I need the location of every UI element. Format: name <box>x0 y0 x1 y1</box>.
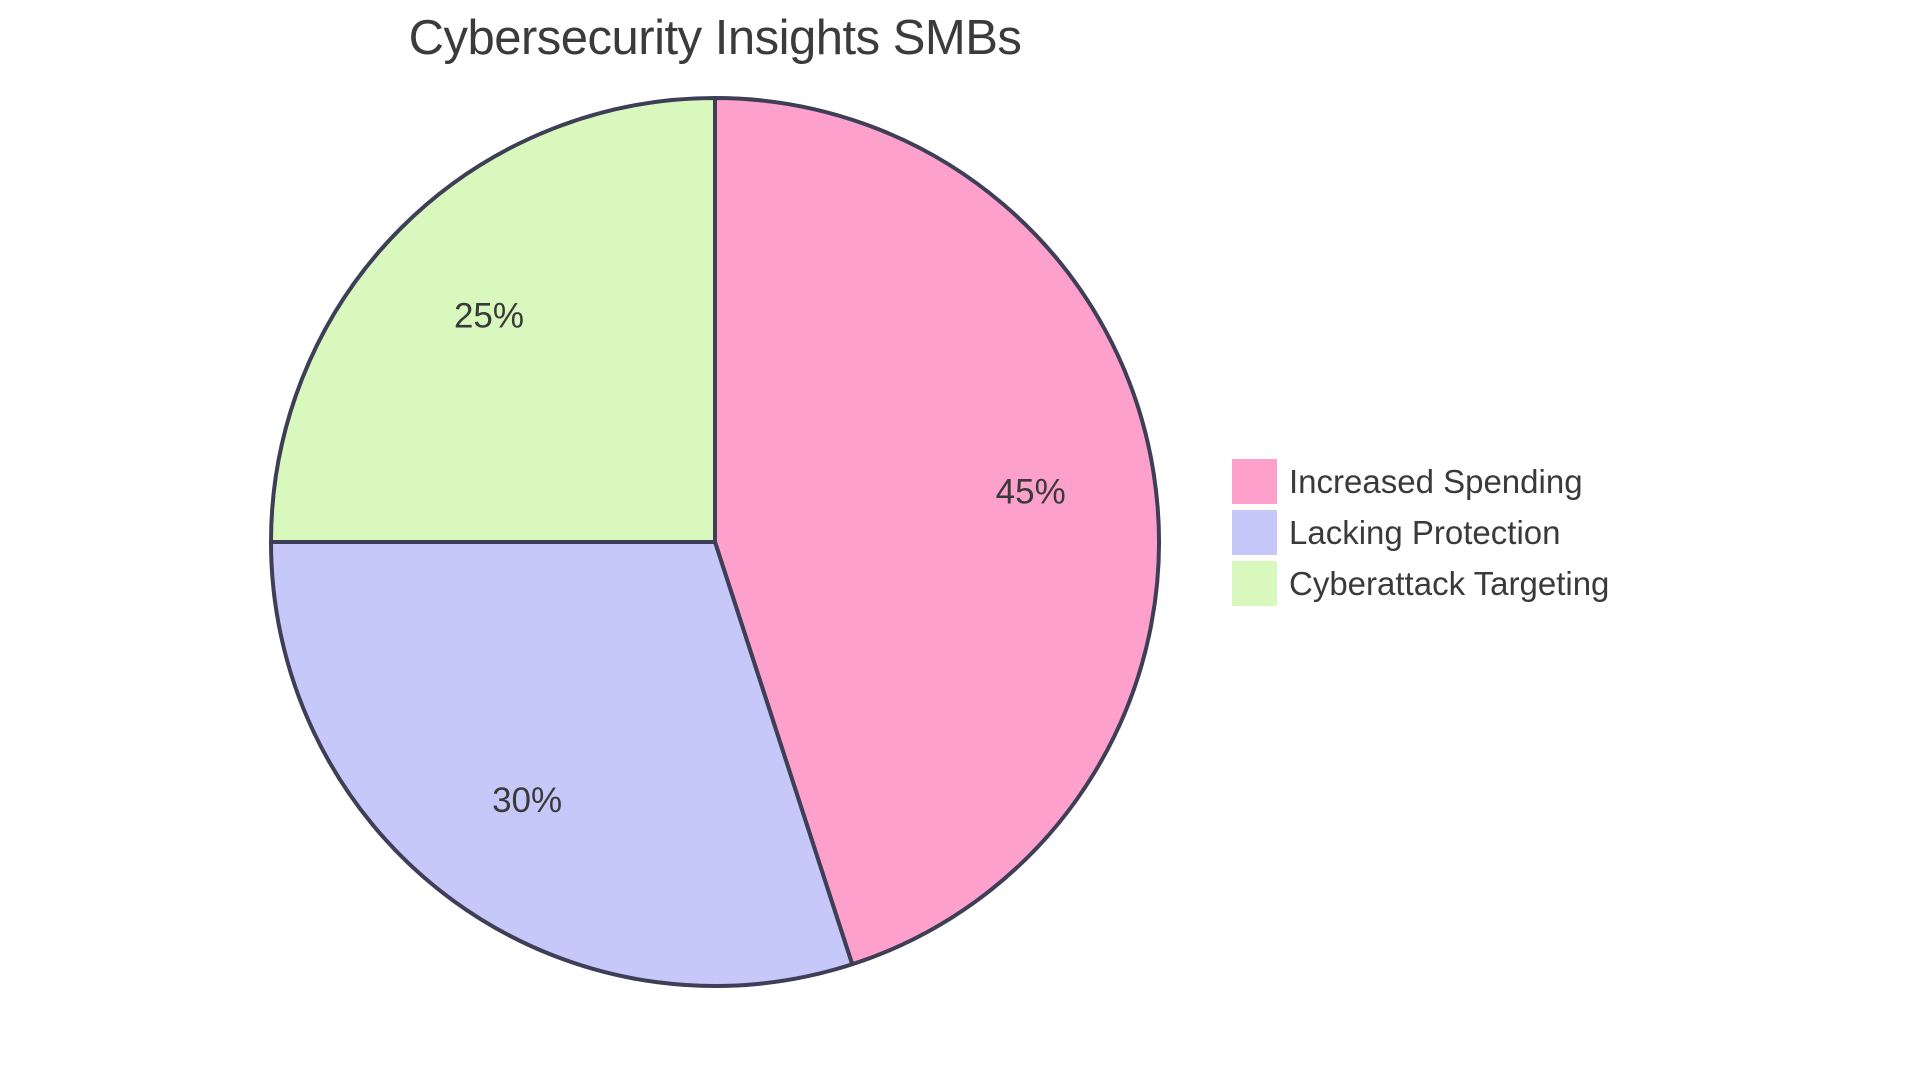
legend-item-lacking-protection[interactable]: Lacking Protection <box>1232 510 1609 555</box>
legend-swatch-increased-spending <box>1232 459 1277 504</box>
slice-percent-label-cyberattack-targeting: 25% <box>454 297 524 336</box>
legend-swatch-cyberattack-targeting <box>1232 561 1277 606</box>
pie-slice-lacking-protection[interactable] <box>269 540 855 988</box>
pie-slices-group <box>269 96 1161 988</box>
pie-slice-cyberattack-targeting[interactable] <box>269 96 717 544</box>
legend-label-increased-spending: Increased Spending <box>1289 462 1583 500</box>
slice-percent-label-lacking-protection: 30% <box>492 781 562 820</box>
legend-label-lacking-protection: Lacking Protection <box>1289 513 1561 551</box>
legend-item-increased-spending[interactable]: Increased Spending <box>1232 459 1609 504</box>
pie-labels-group: 45% 30% 25% <box>454 297 1066 821</box>
legend-label-cyberattack-targeting: Cyberattack Targeting <box>1289 564 1610 602</box>
pie-slice-increased-spending[interactable] <box>713 96 1161 967</box>
chart-legend: Increased Spending Lacking Protection Cybe… <box>1232 459 1609 606</box>
legend-swatch-lacking-protection <box>1232 510 1277 555</box>
slice-percent-label-increased-spending: 45% <box>996 473 1066 512</box>
chart-title: Cybersecurity Insights SMBs <box>408 11 1022 65</box>
legend-item-cyberattack-targeting[interactable]: Cyberattack Targeting <box>1232 561 1609 606</box>
